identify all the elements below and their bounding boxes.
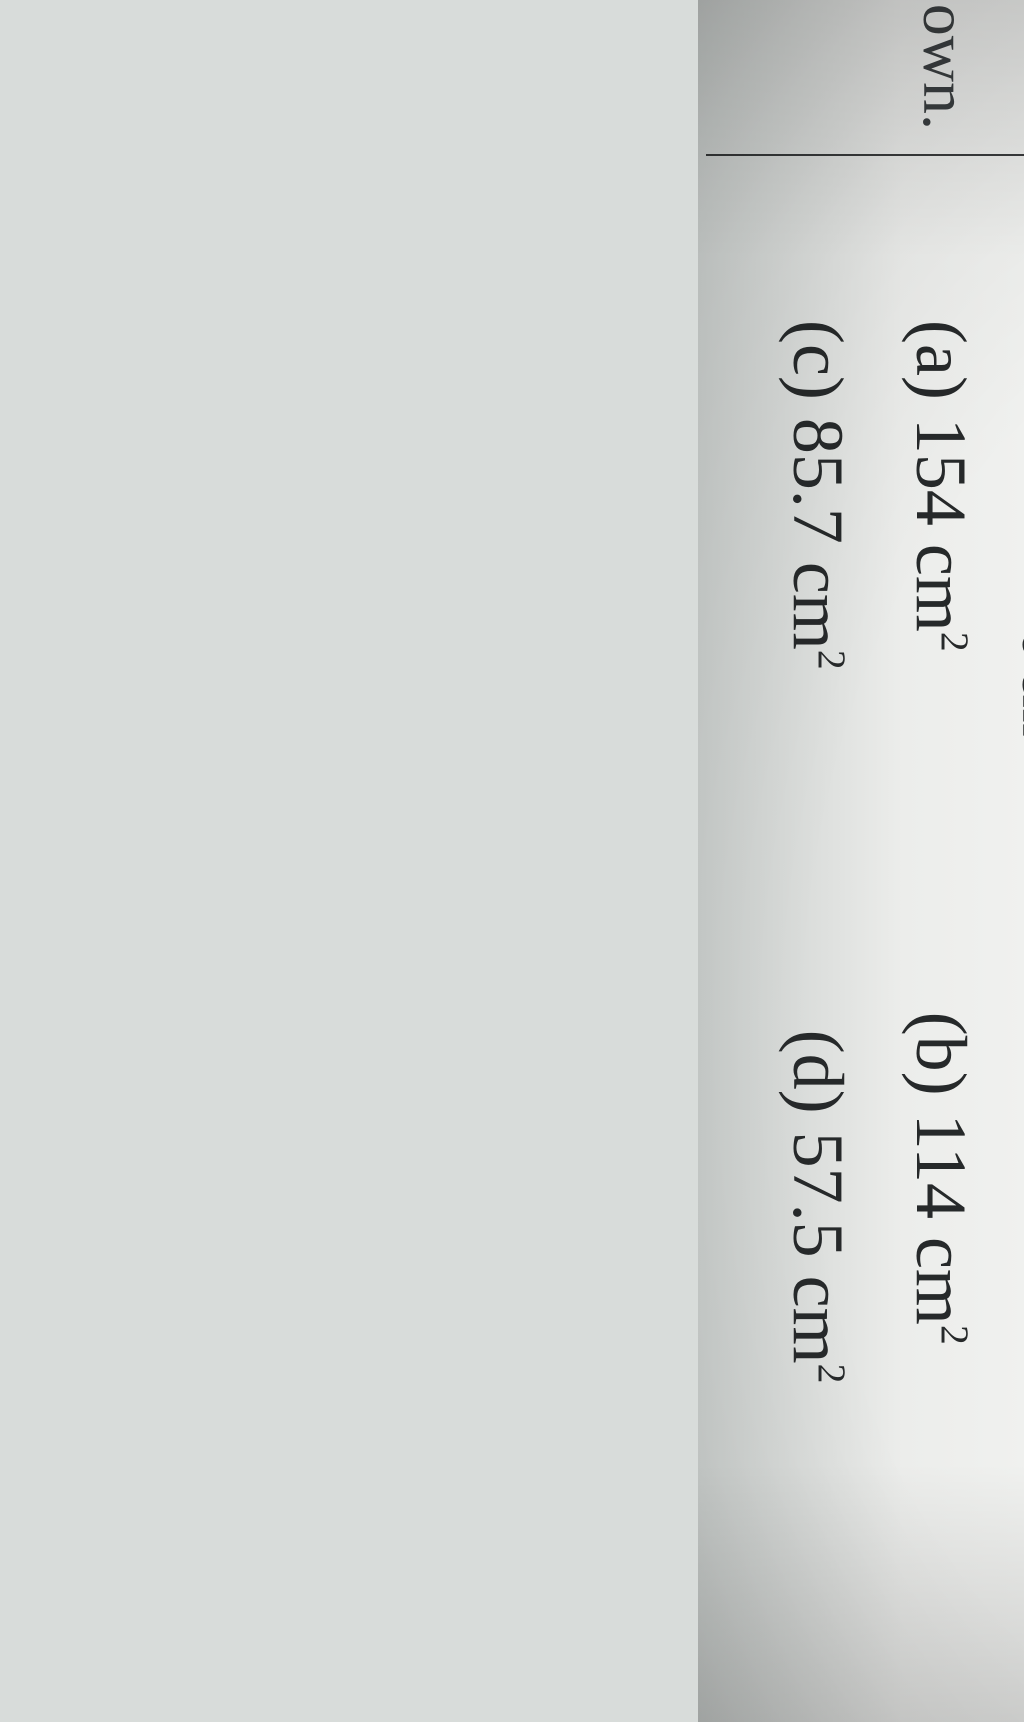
column-divider — [706, 154, 1024, 156]
previous-page-bleed: 2 2 logram own. — [698, 0, 1024, 150]
option-d: (d) 57.5 cm2 — [776, 1030, 859, 1384]
option-row-1: (a) 154 cm2 (b) 114 cm2 — [899, 320, 982, 1620]
option-d-value: 57.5 cm — [778, 1132, 858, 1364]
answer-options: (a) 154 cm2 (b) 114 cm2 (c) 85.7 cm2 (d)… — [736, 320, 982, 1620]
margin-text: own. — [908, 4, 982, 130]
option-a: (a) 154 cm2 — [899, 320, 982, 652]
option-c: (c) 85.7 cm2 — [776, 320, 859, 670]
option-exp: 2 — [933, 1325, 977, 1345]
option-b: (b) 114 cm2 — [899, 1012, 982, 1345]
option-exp: 2 — [810, 650, 854, 670]
dim-bottom: 6 cm — [1010, 630, 1024, 736]
option-a-value: 154 cm — [901, 418, 981, 632]
option-exp: 2 — [810, 1364, 854, 1384]
option-exp: 2 — [933, 632, 977, 652]
option-c-value: 85.7 cm — [778, 418, 858, 650]
option-b-value: 114 cm — [901, 1114, 981, 1325]
option-row-2: (c) 85.7 cm2 (d) 57.5 cm2 — [776, 320, 859, 1620]
worksheet-photo: 2 2 logram own. 9. Find the area of the … — [698, 0, 1024, 1722]
